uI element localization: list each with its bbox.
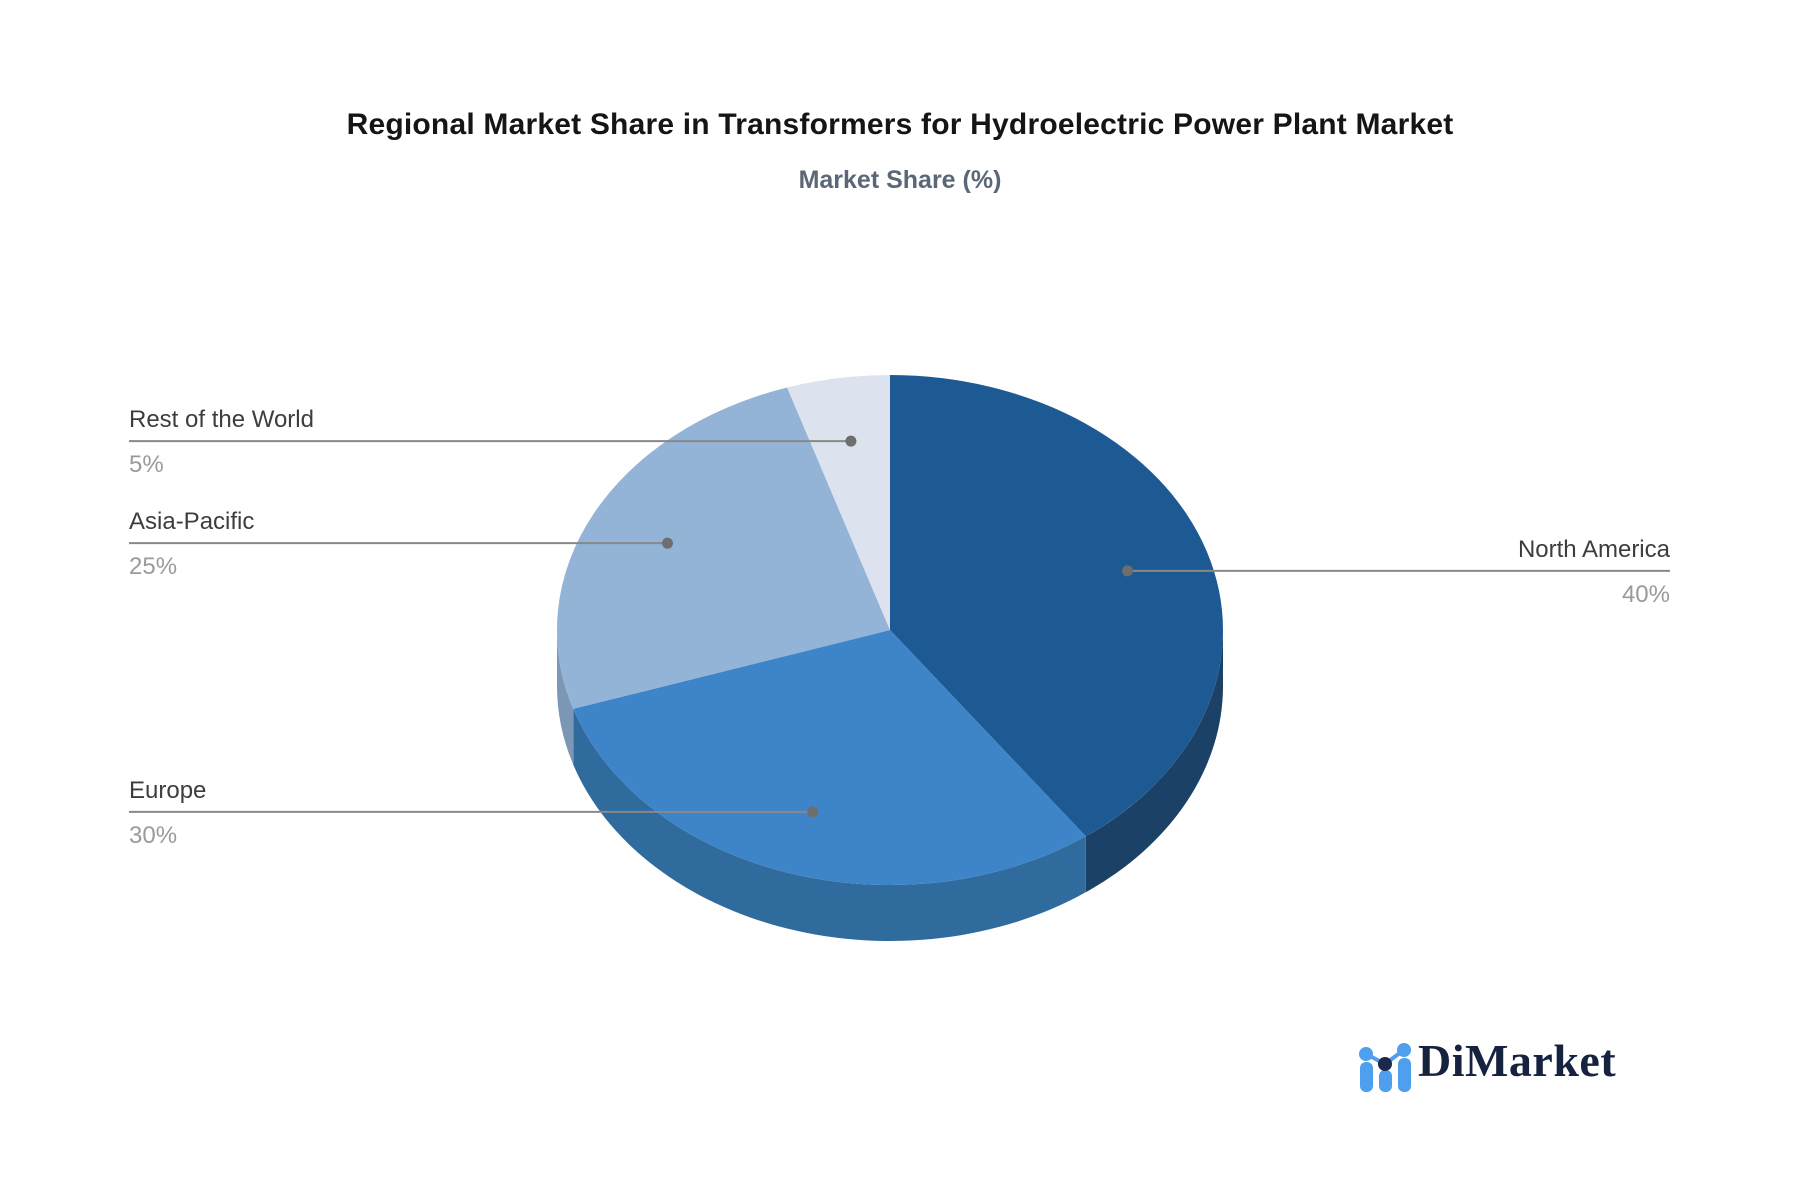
slice-value-europe: 30% (129, 821, 178, 849)
slice-label-rest-of-the-world: Rest of the World (129, 406, 314, 434)
pie-slice-side-europe (573, 708, 1086, 941)
pie-slice-north-america[interactable] (890, 375, 1224, 837)
bar-line-chart-icon (1359, 1043, 1411, 1092)
slice-value-rest-of-the-world: 5% (129, 451, 164, 479)
brand-logo-text: DiMarket (1418, 1035, 1617, 1086)
chart-subtitle: Market Share (%) (798, 166, 1002, 194)
slice-value-asia-pacific: 25% (129, 553, 178, 581)
pie-slice-side-north-america (1085, 630, 1223, 893)
pie-slice-europe[interactable] (573, 630, 1086, 885)
pie-slice-asia-pacific[interactable] (557, 387, 890, 709)
pie-slice-side-asia-pacific (557, 630, 574, 765)
chart-title: Regional Market Share in Transformers fo… (346, 108, 1454, 141)
leader-dot-europe (807, 806, 819, 818)
slice-label-europe: Europe (129, 776, 207, 804)
slice-label-north-america: North America (1517, 535, 1670, 563)
slice-label-asia-pacific: Asia-Pacific (129, 508, 255, 536)
leader-dot-asia-pacific (661, 537, 673, 549)
brand-logo: DiMarket (1352, 1032, 1652, 1102)
leader-dot-north-america (1122, 565, 1134, 577)
slice-value-north-america: 40% (1621, 580, 1670, 608)
leader-dot-rest-of-the-world (845, 435, 857, 447)
pie-slice-rest-of-the-world[interactable] (787, 375, 890, 630)
